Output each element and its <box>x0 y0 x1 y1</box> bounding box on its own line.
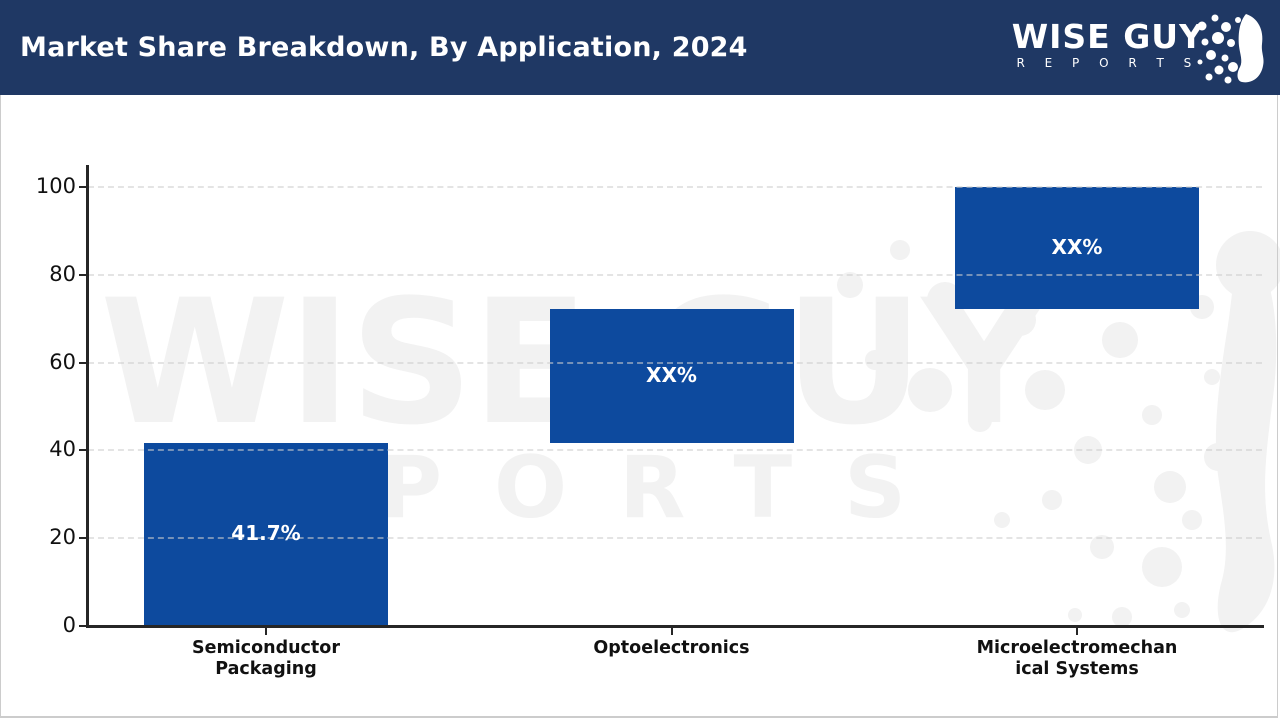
gridline-60 <box>88 361 1262 364</box>
y-tick-mark-40 <box>79 449 87 452</box>
brand-logo-face-icon <box>1197 14 1264 84</box>
x-category-label-1: Semiconductor Packaging <box>192 638 340 679</box>
y-tick-label-60: 60 <box>49 349 76 374</box>
chart-title: Market Share Breakdown, By Application, … <box>20 32 748 63</box>
y-tick-label-20: 20 <box>49 525 76 550</box>
bar-segment-1 <box>144 442 388 626</box>
page-border-right <box>1277 95 1278 717</box>
y-tick-label-0: 0 <box>62 613 76 637</box>
x-tick-mark-2 <box>670 627 673 635</box>
x-axis-line <box>86 625 1264 628</box>
y-tick-label-40: 40 <box>49 437 76 462</box>
header-bar: Market Share Breakdown, By Application, … <box>0 0 1280 95</box>
y-axis-line <box>86 165 89 627</box>
x-tick-mark-3 <box>1076 627 1078 635</box>
bar-value-label-2: XX% <box>646 362 697 387</box>
y-tick-label-100: 100 <box>35 174 76 198</box>
y-tick-mark-80 <box>79 273 87 276</box>
page-border-bottom <box>0 716 1278 718</box>
y-tick-mark-60 <box>79 361 87 364</box>
y-tick-mark-100 <box>79 186 87 188</box>
page-border-left <box>0 95 1 717</box>
bar-value-label-3: XX% <box>1051 235 1103 260</box>
bar-segment-3 <box>955 187 1199 310</box>
brand-logo-wiseguy: WISE GUY <box>1011 17 1204 56</box>
brand-logo-text: WISE GUY R E P O R T S <box>1011 17 1204 71</box>
bar-value-label-1: 41.7% <box>231 521 301 546</box>
x-category-label-3: Microelectromechan ical Systems <box>976 638 1178 679</box>
gridline-100 <box>88 186 1262 188</box>
y-tick-mark-20 <box>79 537 87 540</box>
bar-segment-2 <box>549 309 794 443</box>
brand-logo: WISE GUY R E P O R T S <box>1012 8 1266 88</box>
gridline-40 <box>88 449 1262 452</box>
y-tick-mark-0 <box>79 625 87 627</box>
x-category-label-2: Optoelectronics <box>593 638 750 658</box>
brand-logo-reports: R E P O R T S <box>1016 56 1200 70</box>
gridline-20 <box>88 537 1262 540</box>
x-tick-mark-1 <box>265 627 267 635</box>
gridline-80 <box>88 273 1262 276</box>
y-tick-label-80: 80 <box>49 261 76 286</box>
